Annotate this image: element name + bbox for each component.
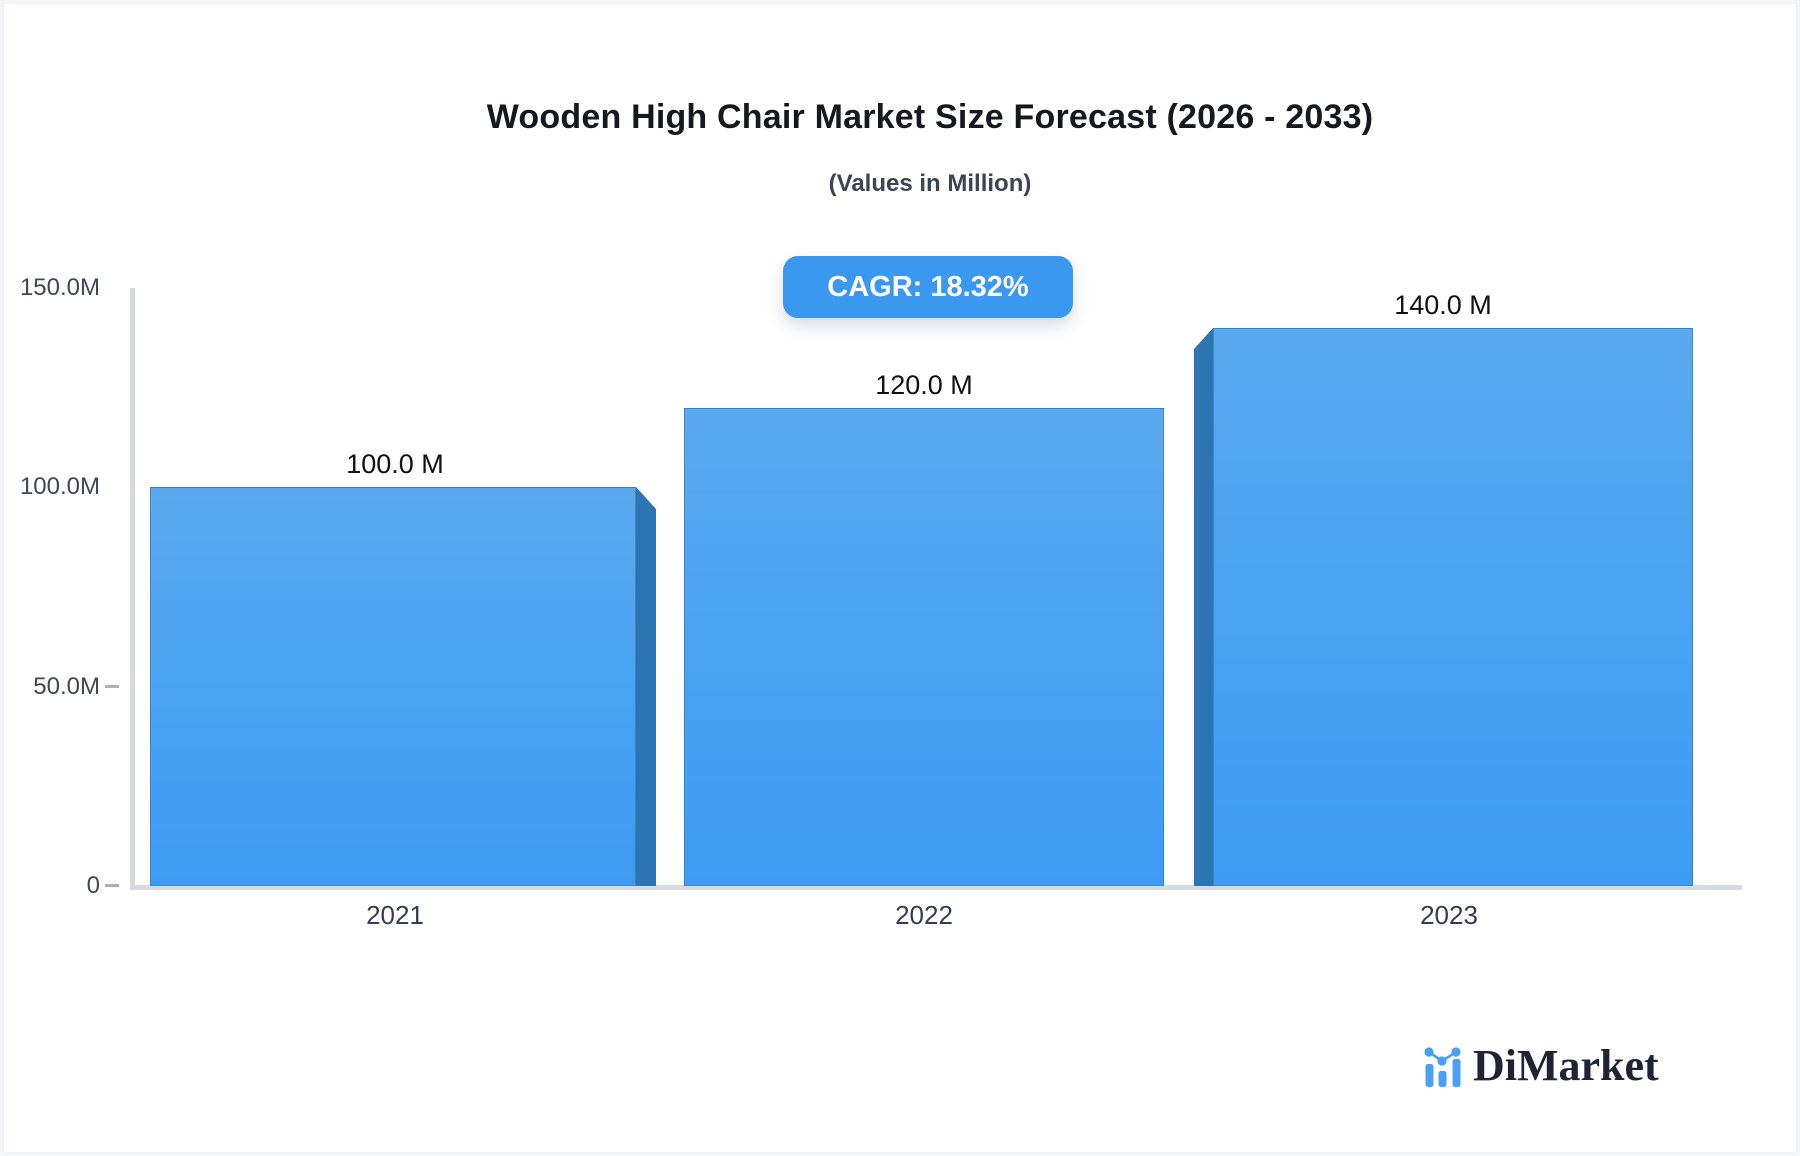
y-tick-100: 100.0M	[19, 473, 100, 500]
bar-2021	[150, 487, 636, 886]
dimarket-logo-text: DiMarket	[1473, 1041, 1659, 1090]
bar-2021-3d-edge	[636, 487, 656, 886]
y-tick-0: 0	[86, 872, 100, 899]
value-label-2022: 120.0 M	[875, 370, 973, 400]
value-label-2021: 100.0 M	[346, 449, 444, 479]
x-tick-2022: 2022	[895, 900, 953, 930]
x-axis-line	[130, 885, 1742, 890]
dimarket-logo-icon	[1424, 1044, 1464, 1090]
y-axis-line	[130, 288, 135, 889]
y-tick-50: 50.0M	[33, 673, 100, 700]
bar-2022	[684, 408, 1164, 886]
chart-subtitle: (Values in Million)	[828, 170, 1032, 197]
bar-2023-3d-edge	[1194, 328, 1213, 886]
y-tick-150: 150.0M	[19, 274, 100, 301]
x-tick-2023: 2023	[1420, 900, 1478, 930]
x-tick-2021: 2021	[366, 900, 424, 930]
dimarket-logo: DiMarket	[1424, 1042, 1659, 1090]
chart-title: Wooden High Chair Market Size Forecast (…	[486, 98, 1374, 136]
y-tick-dash-0	[105, 884, 119, 887]
cagr-badge: CAGR: 18.32%	[783, 256, 1073, 318]
value-label-2023: 140.0 M	[1394, 290, 1492, 320]
y-tick-dash-50	[105, 685, 119, 688]
bar-2023	[1213, 328, 1693, 886]
